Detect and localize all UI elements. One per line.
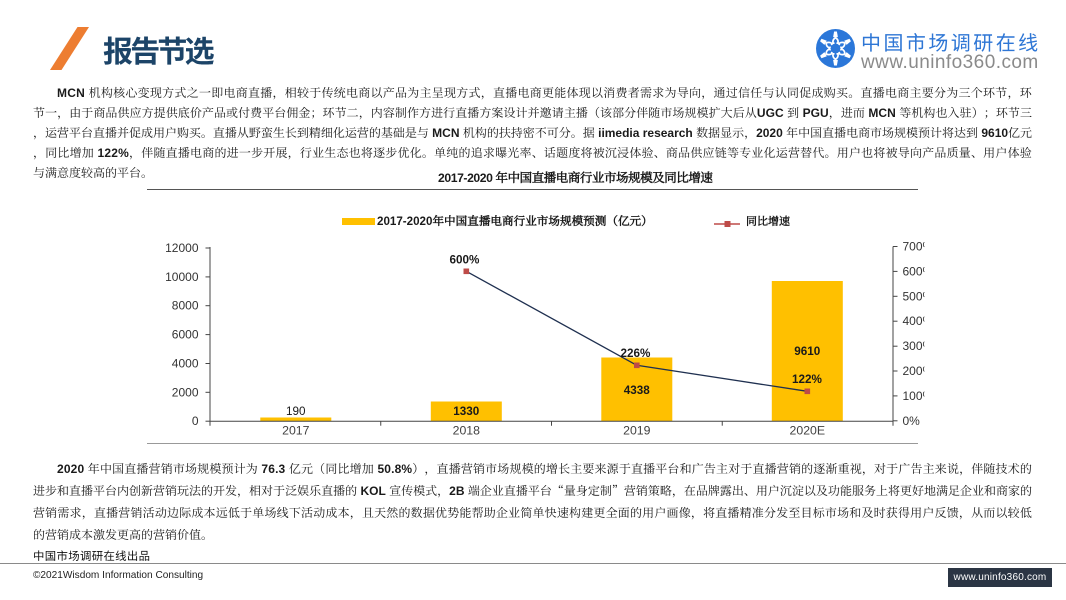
svg-text:9610: 9610	[794, 345, 821, 358]
svg-text:0%: 0%	[903, 414, 921, 428]
svg-text:700%: 700%	[903, 240, 934, 254]
svg-text:2020E: 2020E	[790, 424, 826, 438]
svg-text:10000: 10000	[165, 270, 199, 284]
svg-text:2019: 2019	[623, 424, 651, 438]
svg-text:6000: 6000	[172, 328, 199, 342]
svg-text:600%: 600%	[903, 264, 934, 278]
svg-text:190: 190	[286, 405, 306, 418]
svg-text:122%: 122%	[792, 373, 823, 386]
svg-text:300%: 300%	[903, 339, 934, 353]
svg-text:4338: 4338	[624, 384, 651, 397]
svg-text:100%: 100%	[903, 389, 934, 403]
svg-text:400%: 400%	[903, 314, 934, 328]
svg-text:226%: 226%	[621, 347, 652, 360]
svg-text:12000: 12000	[165, 241, 199, 255]
svg-text:4000: 4000	[172, 357, 199, 371]
svg-text:2018: 2018	[453, 424, 481, 438]
svg-text:200%: 200%	[903, 364, 934, 378]
svg-text:2017: 2017	[282, 424, 310, 438]
svg-text:1330: 1330	[453, 405, 480, 418]
svg-text:8000: 8000	[172, 299, 199, 313]
svg-text:600%: 600%	[450, 254, 481, 267]
svg-text:2000: 2000	[172, 385, 199, 399]
svg-text:0: 0	[192, 414, 199, 428]
svg-text:500%: 500%	[903, 289, 934, 303]
